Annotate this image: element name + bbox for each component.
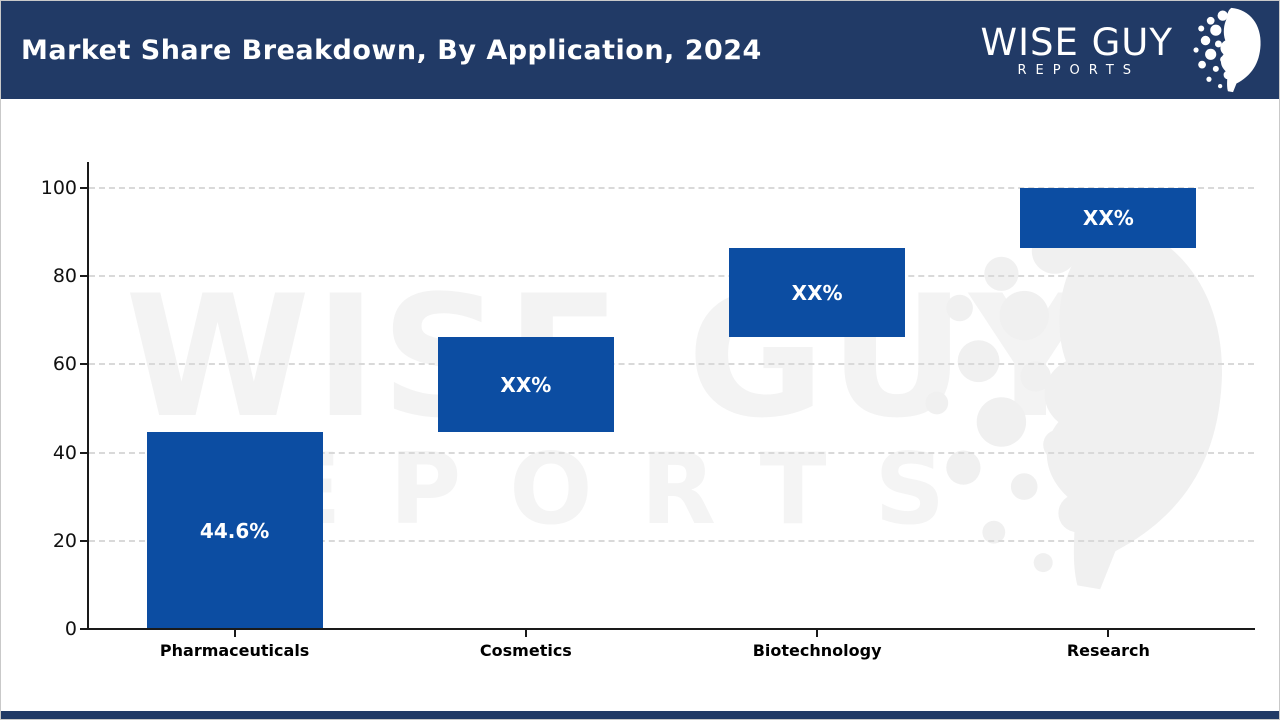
y-tick-label-0: 0 [64, 618, 77, 640]
y-tick-60 [80, 363, 88, 366]
x-label-research: Research [1066, 641, 1150, 660]
x-tick-cosmetics [524, 630, 527, 637]
gridline-60 [89, 363, 1254, 366]
y-tick-100 [80, 187, 88, 189]
y-tick-80 [80, 275, 88, 278]
bar-cosmetics: XX% [437, 337, 614, 433]
y-tick-label-100: 100 [40, 177, 77, 199]
logo-reports-text: REPORTS [1017, 62, 1141, 78]
bar-value-label: XX% [1082, 205, 1134, 230]
chart-title: Market Share Breakdown, By Application, … [21, 34, 762, 66]
gridline-80 [89, 275, 1254, 278]
x-label-cosmetics: Cosmetics [479, 641, 572, 660]
bar-value-label: 44.6% [199, 518, 270, 543]
x-tick-research [1107, 630, 1110, 637]
x-label-biotechnology: Biotechnology [752, 641, 882, 660]
y-tick-40 [80, 451, 88, 454]
header-bar: Market Share Breakdown, By Application, … [1, 1, 1279, 99]
wise-guy-logo: WISE GUY REPORTS [981, 7, 1265, 93]
y-tick-0 [80, 628, 88, 630]
gridline-20 [89, 539, 1254, 542]
x-label-pharmaceuticals: Pharmaceuticals [159, 641, 310, 660]
gridline-40 [89, 451, 1254, 454]
gridline-100 [89, 187, 1254, 189]
bar-research: XX% [1020, 188, 1197, 248]
y-tick-20 [80, 539, 88, 542]
bar-pharmaceuticals: 44.6% [146, 432, 323, 629]
y-tick-label-80: 80 [52, 265, 77, 288]
bar-value-label: XX% [500, 372, 552, 397]
x-tick-pharmaceuticals [233, 630, 236, 637]
bar-biotechnology: XX% [729, 247, 906, 338]
x-tick-biotechnology [816, 630, 819, 637]
footer-bar [1, 711, 1279, 719]
logo-brand-text: WISE GUY [980, 20, 1173, 64]
y-tick-label-20: 20 [52, 529, 77, 552]
y-tick-label-40: 40 [52, 441, 77, 464]
logo-head-icon [1193, 7, 1261, 93]
bar-value-label: XX% [791, 280, 843, 305]
x-axis-line [87, 628, 1255, 630]
y-tick-label-60: 60 [52, 353, 77, 376]
watermark-head-icon [925, 216, 1223, 590]
y-axis-line [87, 162, 89, 629]
